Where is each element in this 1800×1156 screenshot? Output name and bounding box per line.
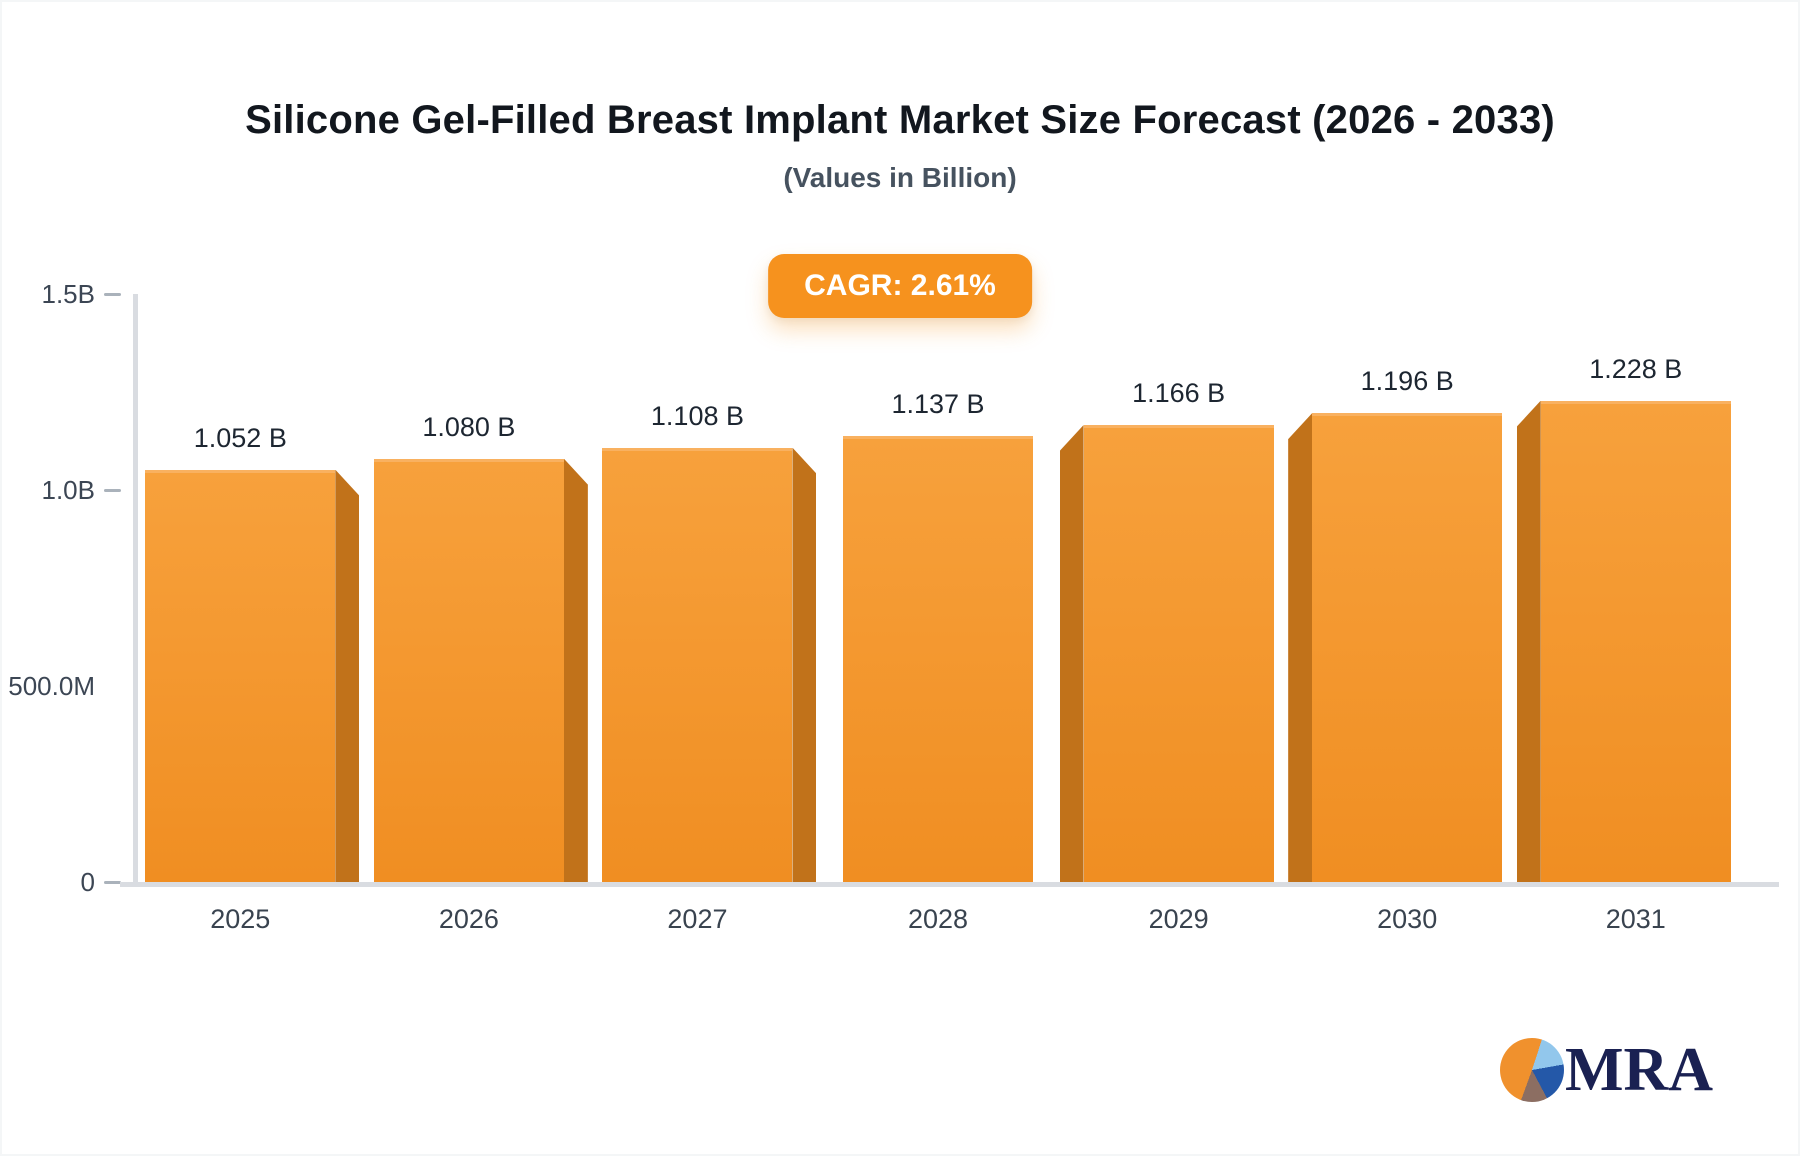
bar-slot-2028: 1.137 B 2028: [824, 294, 1053, 934]
bar-slot-2027: 1.108 B 2027: [595, 294, 824, 934]
bar-slot-2029: 1.166 B 2029: [1052, 294, 1281, 934]
y-tick-label: 1.5B: [41, 279, 96, 309]
x-axis-label-2031: 2031: [1605, 904, 1666, 934]
bar-2029: [1059, 424, 1274, 882]
bar-front-face: [373, 458, 564, 882]
brand-logo: MRA: [1500, 1038, 1713, 1102]
bar-side-face: [1516, 400, 1541, 882]
bar-front-face: [843, 436, 1034, 882]
bar-2028: [843, 436, 1034, 882]
bar-side-face: [1059, 424, 1084, 882]
bar-2025: [145, 469, 360, 882]
bar-value-label: 1.228 B: [1589, 353, 1683, 384]
y-tick-mark: [104, 881, 121, 884]
x-axis-label-2029: 2029: [1148, 904, 1209, 934]
bar-2031: [1516, 400, 1731, 882]
bar-value-label: 1.137 B: [891, 389, 985, 420]
bar-front-face: [1312, 413, 1503, 882]
bar-front-face: [1083, 424, 1274, 882]
x-axis-label-2027: 2027: [667, 904, 728, 934]
y-tick-mark: [104, 293, 121, 296]
y-tick-mark: [104, 489, 121, 492]
bar-slot-2030: 1.196 B 2030: [1281, 294, 1510, 934]
bar-2027: [602, 447, 817, 882]
pie-chart-icon: [1500, 1038, 1564, 1102]
y-tick-label: 1.0B: [41, 475, 96, 505]
bar-value-label: 1.196 B: [1360, 366, 1454, 397]
bar-side-face: [335, 469, 360, 882]
bar-side-face: [792, 447, 817, 882]
bar-2030: [1288, 413, 1503, 882]
cagr-badge: CAGR: 2.61%: [768, 254, 1032, 318]
bar-side-face: [563, 458, 588, 882]
y-tick-label: 0: [80, 867, 95, 897]
bar-slot-2025: 1.052 B 2025: [138, 294, 367, 934]
y-axis: 1.5B 1.0B 500.0M 0: [2, 281, 133, 895]
plot-area: 1.052 B 2025 1.080 B 2026 1.108 B 2027 1.137 B…: [120, 294, 1779, 934]
x-axis-line: [120, 882, 1779, 887]
x-axis-label-2030: 2030: [1377, 904, 1438, 934]
bar-value-label: 1.166 B: [1132, 377, 1226, 408]
bar-front-face: [1540, 400, 1731, 882]
bar-front-face: [602, 447, 793, 882]
chart-subtitle: (Values in Billion): [783, 162, 1017, 193]
bar-slot-2031: 1.228 B 2031: [1509, 294, 1738, 934]
bar-value-label: 1.108 B: [650, 400, 744, 431]
x-axis-label-2028: 2028: [907, 904, 969, 934]
bars-container: 1.052 B 2025 1.080 B 2026 1.108 B 2027 1.137 B…: [138, 294, 1738, 934]
bar-front-face: [145, 469, 336, 882]
x-axis-label-2026: 2026: [438, 904, 499, 934]
bar-side-face: [1288, 413, 1313, 882]
bar-2026: [373, 458, 588, 882]
chart-title: Silicone Gel-Filled Breast Implant Marke…: [245, 98, 1555, 142]
brand-logo-text: MRA: [1565, 1036, 1714, 1104]
x-axis-label-2025: 2025: [210, 904, 271, 934]
bar-value-label: 1.080 B: [422, 411, 516, 442]
y-tick-label: 500.0M: [8, 671, 95, 701]
bar-value-label: 1.052 B: [193, 422, 287, 453]
bar-slot-2026: 1.080 B 2026: [367, 294, 596, 934]
